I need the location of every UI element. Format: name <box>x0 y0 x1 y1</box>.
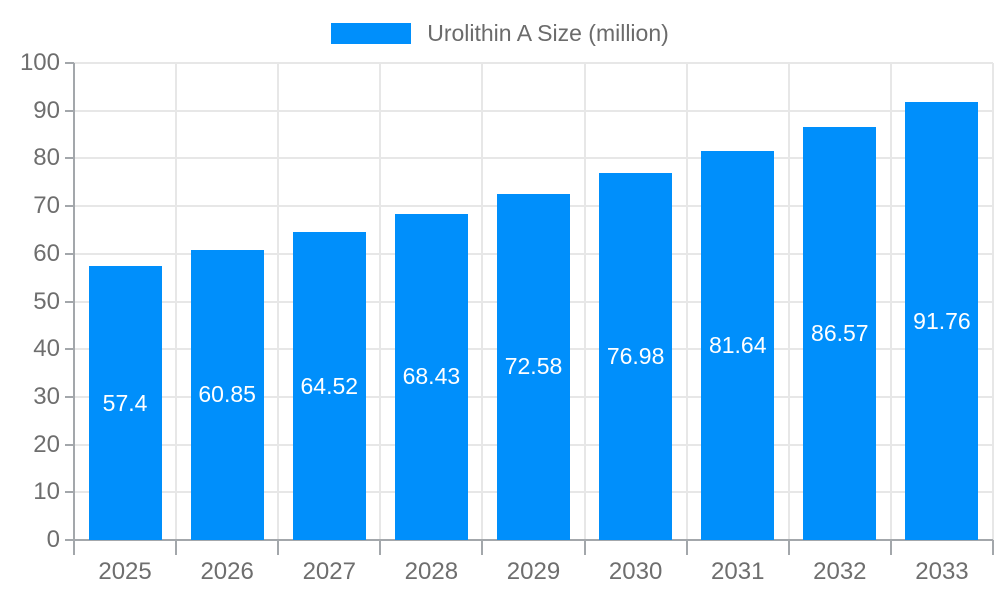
x-gridline <box>175 63 178 540</box>
bar-value-label: 68.43 <box>402 363 461 390</box>
bar-value-label: 91.76 <box>913 307 971 334</box>
y-axis-label: 10 <box>33 478 60 506</box>
x-gridline <box>481 63 484 540</box>
y-axis-tick <box>65 491 74 494</box>
x-axis-tick <box>481 540 484 555</box>
x-axis-tick <box>685 540 688 555</box>
x-axis-tick <box>992 540 994 555</box>
x-axis-label: 2032 <box>813 558 867 585</box>
x-axis-label: 2031 <box>711 558 765 585</box>
x-gridline <box>787 63 790 540</box>
y-axis-tick <box>65 205 74 208</box>
x-gridline <box>583 63 586 540</box>
bar[interactable]: 81.64 <box>701 150 775 540</box>
y-axis-line <box>73 63 75 540</box>
y-axis-label: 100 <box>19 49 60 76</box>
y-axis-label: 30 <box>33 382 60 410</box>
bar-value-label: 81.64 <box>708 331 767 358</box>
legend-swatch-icon <box>331 23 412 44</box>
y-gridline <box>74 109 993 112</box>
bar-value-label: 86.57 <box>811 320 869 347</box>
x-axis-label: 2030 <box>608 558 663 585</box>
y-axis-label: 50 <box>33 287 60 315</box>
bar[interactable]: 86.57 <box>803 127 877 540</box>
y-axis-tick <box>65 109 74 112</box>
y-axis-label: 80 <box>33 144 60 172</box>
y-axis-tick <box>65 157 74 160</box>
bar[interactable]: 91.76 <box>905 102 979 540</box>
y-axis-tick <box>65 62 74 64</box>
y-gridline <box>74 62 993 64</box>
x-gridline <box>889 63 892 540</box>
y-axis-label: 40 <box>33 335 60 363</box>
bar[interactable]: 64.52 <box>292 232 366 540</box>
y-axis-tick <box>65 395 74 398</box>
x-axis-tick <box>379 540 382 555</box>
x-axis-tick <box>583 540 586 555</box>
bar[interactable]: 72.58 <box>497 193 570 540</box>
x-axis-label: 2026 <box>200 558 254 585</box>
bar[interactable]: 68.43 <box>394 213 468 540</box>
bar-value-label: 72.58 <box>504 353 563 380</box>
y-axis-tick <box>65 348 74 351</box>
legend-label: Urolithin A Size (million) <box>427 20 669 46</box>
bar-value-label: 57.4 <box>102 389 148 416</box>
bar[interactable]: 60.85 <box>190 249 264 540</box>
x-axis-tick <box>787 540 790 555</box>
y-axis-tick <box>65 252 74 255</box>
x-axis-label: 2033 <box>915 558 969 585</box>
x-axis-tick <box>889 540 892 555</box>
x-axis-line <box>74 539 993 541</box>
x-axis-label: 2025 <box>98 558 152 585</box>
x-axis-tick <box>175 540 178 555</box>
y-axis-tick <box>65 443 74 446</box>
x-gridline <box>379 63 382 540</box>
y-axis-tick <box>65 539 74 541</box>
bar[interactable]: 57.4 <box>88 266 162 540</box>
x-axis-tick <box>73 540 75 555</box>
x-axis-tick <box>277 540 280 555</box>
x-axis-label: 2028 <box>404 558 459 585</box>
x-gridline <box>277 63 280 540</box>
y-axis-label: 60 <box>33 239 60 267</box>
y-axis-label: 0 <box>46 526 60 553</box>
bar-value-label: 64.52 <box>300 372 359 399</box>
y-axis-tick <box>65 300 74 303</box>
bar-value-label: 76.98 <box>606 342 665 369</box>
x-axis-label: 2029 <box>506 558 561 585</box>
x-gridline <box>685 63 688 540</box>
x-gridline <box>992 63 994 540</box>
y-gridline <box>74 157 993 160</box>
y-axis-label: 90 <box>33 96 60 124</box>
y-axis-label: 70 <box>33 192 60 220</box>
x-axis-label: 2027 <box>302 558 356 585</box>
bar[interactable]: 76.98 <box>599 172 673 540</box>
y-axis-label: 20 <box>33 430 60 458</box>
bar-value-label: 60.85 <box>198 381 256 408</box>
legend[interactable]: Urolithin A Size (million) <box>0 20 1000 47</box>
